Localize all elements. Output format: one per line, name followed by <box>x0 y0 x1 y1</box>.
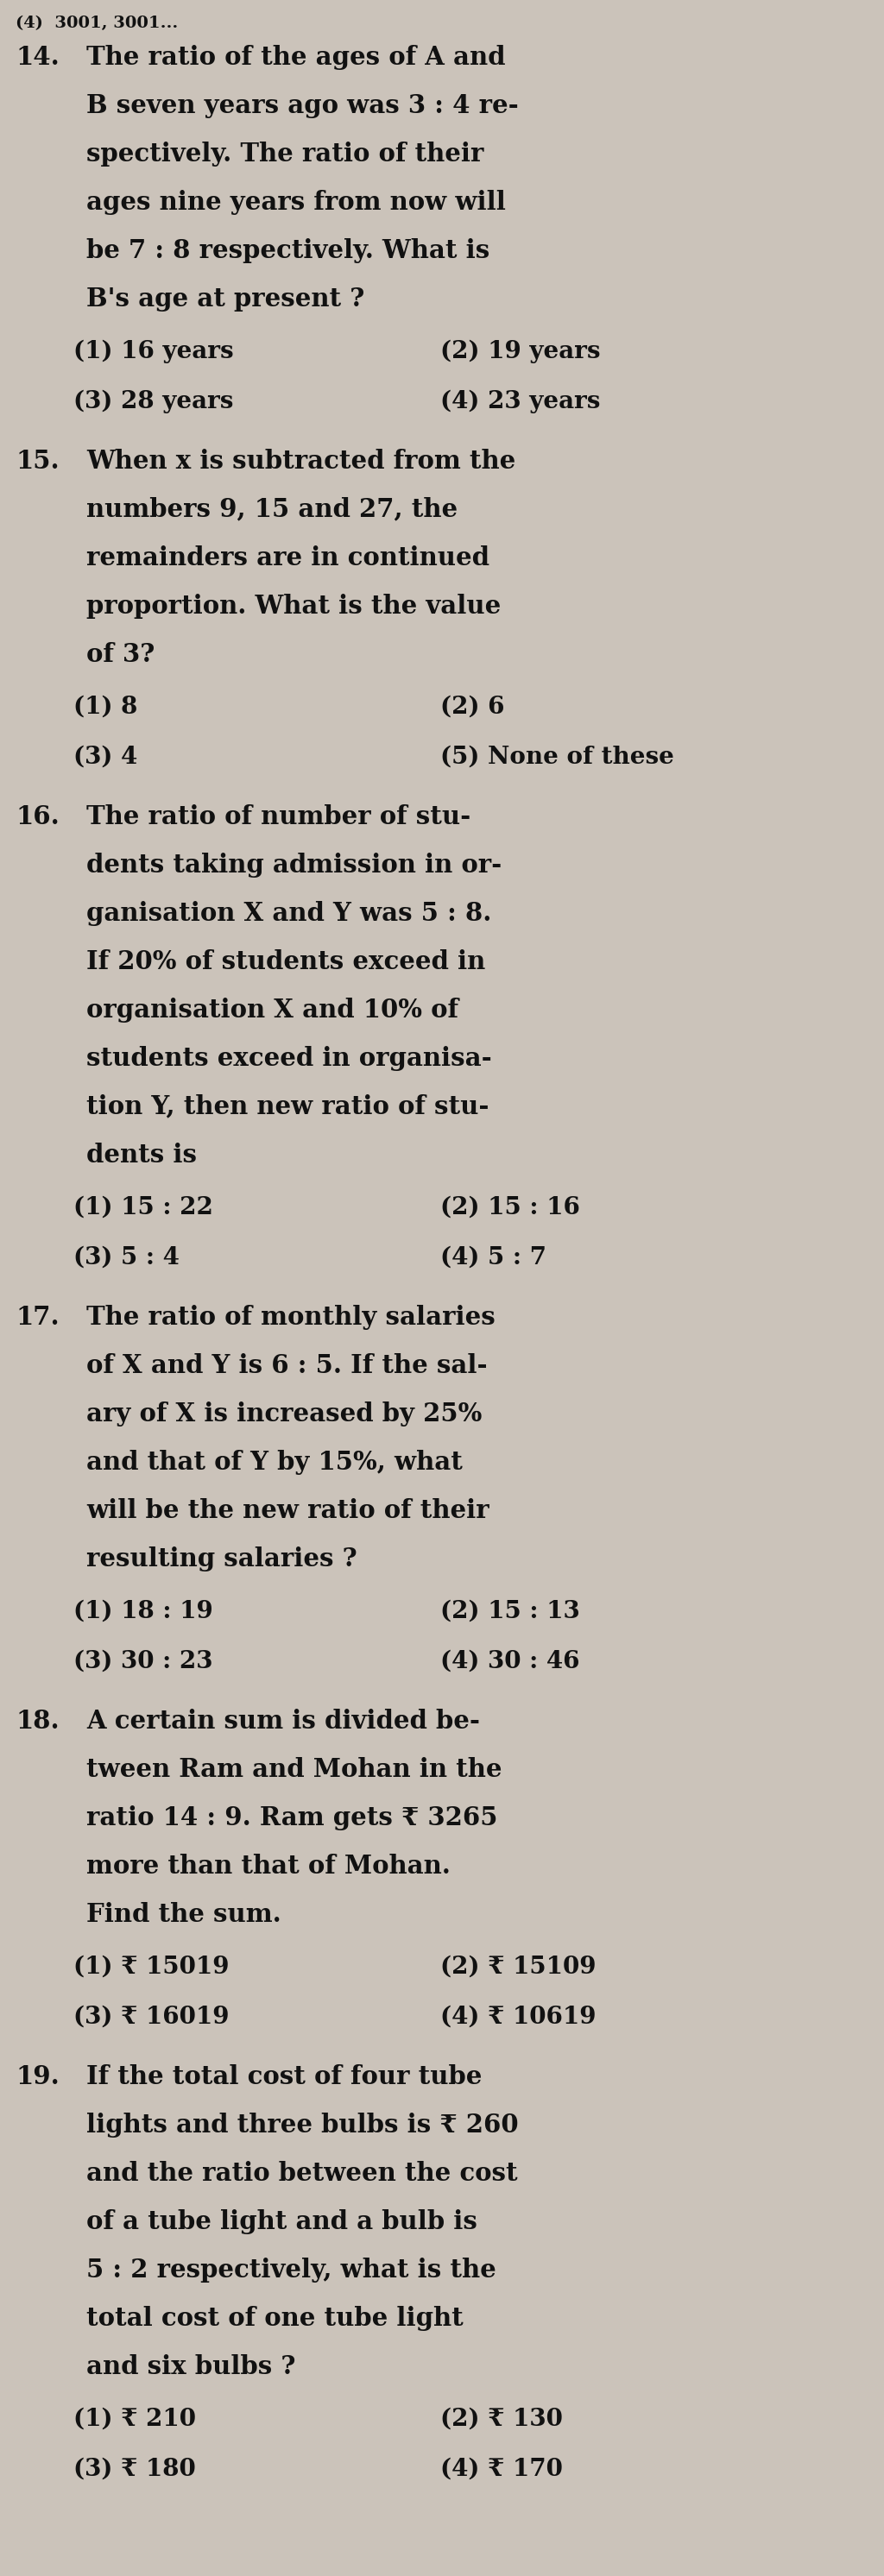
Text: tion Y, then new ratio of stu-: tion Y, then new ratio of stu- <box>87 1095 489 1118</box>
Text: (3) 5 : 4: (3) 5 : 4 <box>73 1247 179 1270</box>
Text: (4)  3001, 3001...: (4) 3001, 3001... <box>16 15 178 31</box>
Text: spectively. The ratio of their: spectively. The ratio of their <box>87 142 484 167</box>
Text: (1) ₹ 210: (1) ₹ 210 <box>73 2409 196 2432</box>
Text: 15.: 15. <box>16 448 59 474</box>
Text: will be the new ratio of their: will be the new ratio of their <box>87 1497 489 1522</box>
Text: 16.: 16. <box>16 804 59 829</box>
Text: (4) ₹ 170: (4) ₹ 170 <box>440 2458 563 2481</box>
Text: (5) None of these: (5) None of these <box>440 744 674 768</box>
Text: Find the sum.: Find the sum. <box>87 1901 281 1927</box>
Text: If the total cost of four tube: If the total cost of four tube <box>87 2063 482 2089</box>
Text: A certain sum is divided be-: A certain sum is divided be- <box>87 1708 480 1734</box>
Text: tween Ram and Mohan in the: tween Ram and Mohan in the <box>87 1757 502 1783</box>
Text: (1) 18 : 19: (1) 18 : 19 <box>73 1600 213 1623</box>
Text: (4) 23 years: (4) 23 years <box>440 389 600 412</box>
Text: resulting salaries ?: resulting salaries ? <box>87 1546 357 1571</box>
Text: lights and three bulbs is ₹ 260: lights and three bulbs is ₹ 260 <box>87 2112 519 2138</box>
Text: students exceed in organisa-: students exceed in organisa- <box>87 1046 492 1072</box>
Text: The ratio of the ages of A and: The ratio of the ages of A and <box>87 44 506 70</box>
Text: (1) 16 years: (1) 16 years <box>73 340 233 363</box>
Text: (4) ₹ 10619: (4) ₹ 10619 <box>440 2004 596 2027</box>
Text: of X and Y is 6 : 5. If the sal-: of X and Y is 6 : 5. If the sal- <box>87 1352 487 1378</box>
Text: (3) 30 : 23: (3) 30 : 23 <box>73 1649 213 1672</box>
Text: numbers 9, 15 and 27, the: numbers 9, 15 and 27, the <box>87 497 458 523</box>
Text: ary of X is increased by 25%: ary of X is increased by 25% <box>87 1401 482 1427</box>
Text: (1) ₹ 15019: (1) ₹ 15019 <box>73 1955 229 1978</box>
Text: (2) 6: (2) 6 <box>440 696 505 719</box>
Text: (3) 28 years: (3) 28 years <box>73 389 233 412</box>
Text: be 7 : 8 respectively. What is: be 7 : 8 respectively. What is <box>87 237 490 263</box>
Text: of 3?: of 3? <box>87 641 155 667</box>
Text: proportion. What is the value: proportion. What is the value <box>87 592 501 618</box>
Text: 18.: 18. <box>16 1708 59 1734</box>
Text: The ratio of number of stu-: The ratio of number of stu- <box>87 804 470 829</box>
Text: and six bulbs ?: and six bulbs ? <box>87 2354 295 2378</box>
Text: (2) 15 : 16: (2) 15 : 16 <box>440 1195 580 1218</box>
Text: ganisation X and Y was 5 : 8.: ganisation X and Y was 5 : 8. <box>87 902 492 925</box>
Text: (4) 30 : 46: (4) 30 : 46 <box>440 1649 580 1672</box>
Text: (4) 5 : 7: (4) 5 : 7 <box>440 1247 546 1270</box>
Text: B seven years ago was 3 : 4 re-: B seven years ago was 3 : 4 re- <box>87 93 519 118</box>
Text: B's age at present ?: B's age at present ? <box>87 286 364 312</box>
Text: more than that of Mohan.: more than that of Mohan. <box>87 1852 451 1878</box>
Text: The ratio of monthly salaries: The ratio of monthly salaries <box>87 1303 495 1329</box>
Text: (1) 15 : 22: (1) 15 : 22 <box>73 1195 213 1218</box>
Text: When x is subtracted from the: When x is subtracted from the <box>87 448 515 474</box>
Text: (2) ₹ 15109: (2) ₹ 15109 <box>440 1955 596 1978</box>
Text: (2) 19 years: (2) 19 years <box>440 340 600 363</box>
Text: ratio 14 : 9. Ram gets ₹ 3265: ratio 14 : 9. Ram gets ₹ 3265 <box>87 1806 498 1829</box>
Text: (3) ₹ 16019: (3) ₹ 16019 <box>73 2004 229 2027</box>
Text: organisation X and 10% of: organisation X and 10% of <box>87 997 459 1023</box>
Text: dents is: dents is <box>87 1141 197 1167</box>
Text: (2) 15 : 13: (2) 15 : 13 <box>440 1600 580 1623</box>
Text: (2) ₹ 130: (2) ₹ 130 <box>440 2409 563 2432</box>
Text: and that of Y by 15%, what: and that of Y by 15%, what <box>87 1450 462 1473</box>
Text: 19.: 19. <box>16 2063 59 2089</box>
Text: ages nine years from now will: ages nine years from now will <box>87 191 506 214</box>
Text: If 20% of students exceed in: If 20% of students exceed in <box>87 948 485 974</box>
Text: dents taking admission in or-: dents taking admission in or- <box>87 853 502 878</box>
Text: (3) ₹ 180: (3) ₹ 180 <box>73 2458 195 2481</box>
Text: 5 : 2 respectively, what is the: 5 : 2 respectively, what is the <box>87 2257 496 2282</box>
Text: 17.: 17. <box>16 1303 59 1329</box>
Text: (3) 4: (3) 4 <box>73 744 138 768</box>
Text: (1) 8: (1) 8 <box>73 696 138 719</box>
Text: total cost of one tube light: total cost of one tube light <box>87 2306 463 2331</box>
Text: 14.: 14. <box>16 44 59 70</box>
Text: and the ratio between the cost: and the ratio between the cost <box>87 2161 518 2184</box>
Text: remainders are in continued: remainders are in continued <box>87 546 490 569</box>
Text: of a tube light and a bulb is: of a tube light and a bulb is <box>87 2208 477 2233</box>
